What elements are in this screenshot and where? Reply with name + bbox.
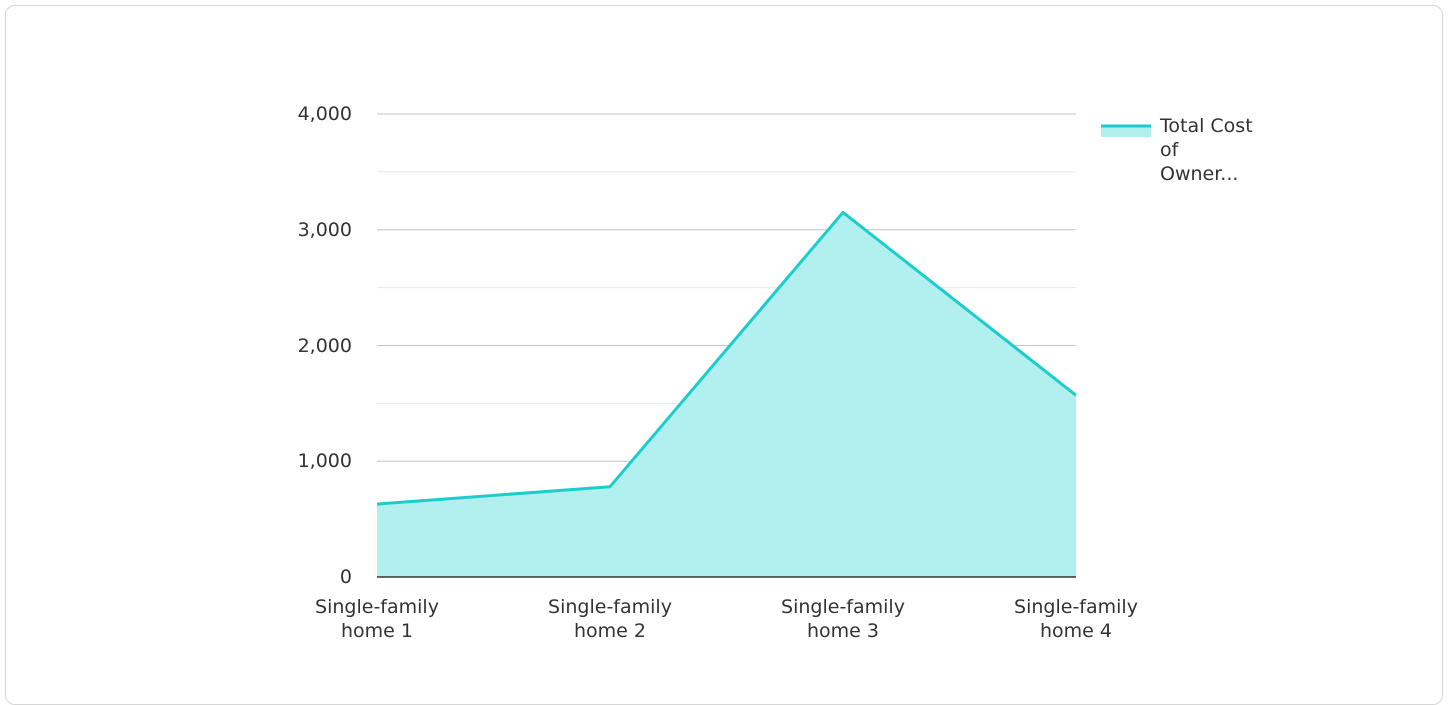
y-tick-label: 4,000 <box>297 103 352 125</box>
y-tick-label: 0 <box>339 566 352 588</box>
x-tick-label: Single-family home 2 <box>548 596 672 642</box>
y-tick-label: 3,000 <box>297 218 352 241</box>
y-tick-label: 1,000 <box>297 450 352 473</box>
x-tick-label: Single-family home 3 <box>781 596 905 642</box>
legend-label: Total Cost of Owner... <box>1160 115 1253 185</box>
line <box>376 210 1077 506</box>
y-tick-label: 2,000 <box>297 334 352 357</box>
area <box>377 212 1076 577</box>
legend-swatch <box>1101 126 1151 137</box>
x-tick-label: Single-family home 4 <box>1014 596 1138 642</box>
x-tick-label: Single-family home 1 <box>315 596 439 642</box>
